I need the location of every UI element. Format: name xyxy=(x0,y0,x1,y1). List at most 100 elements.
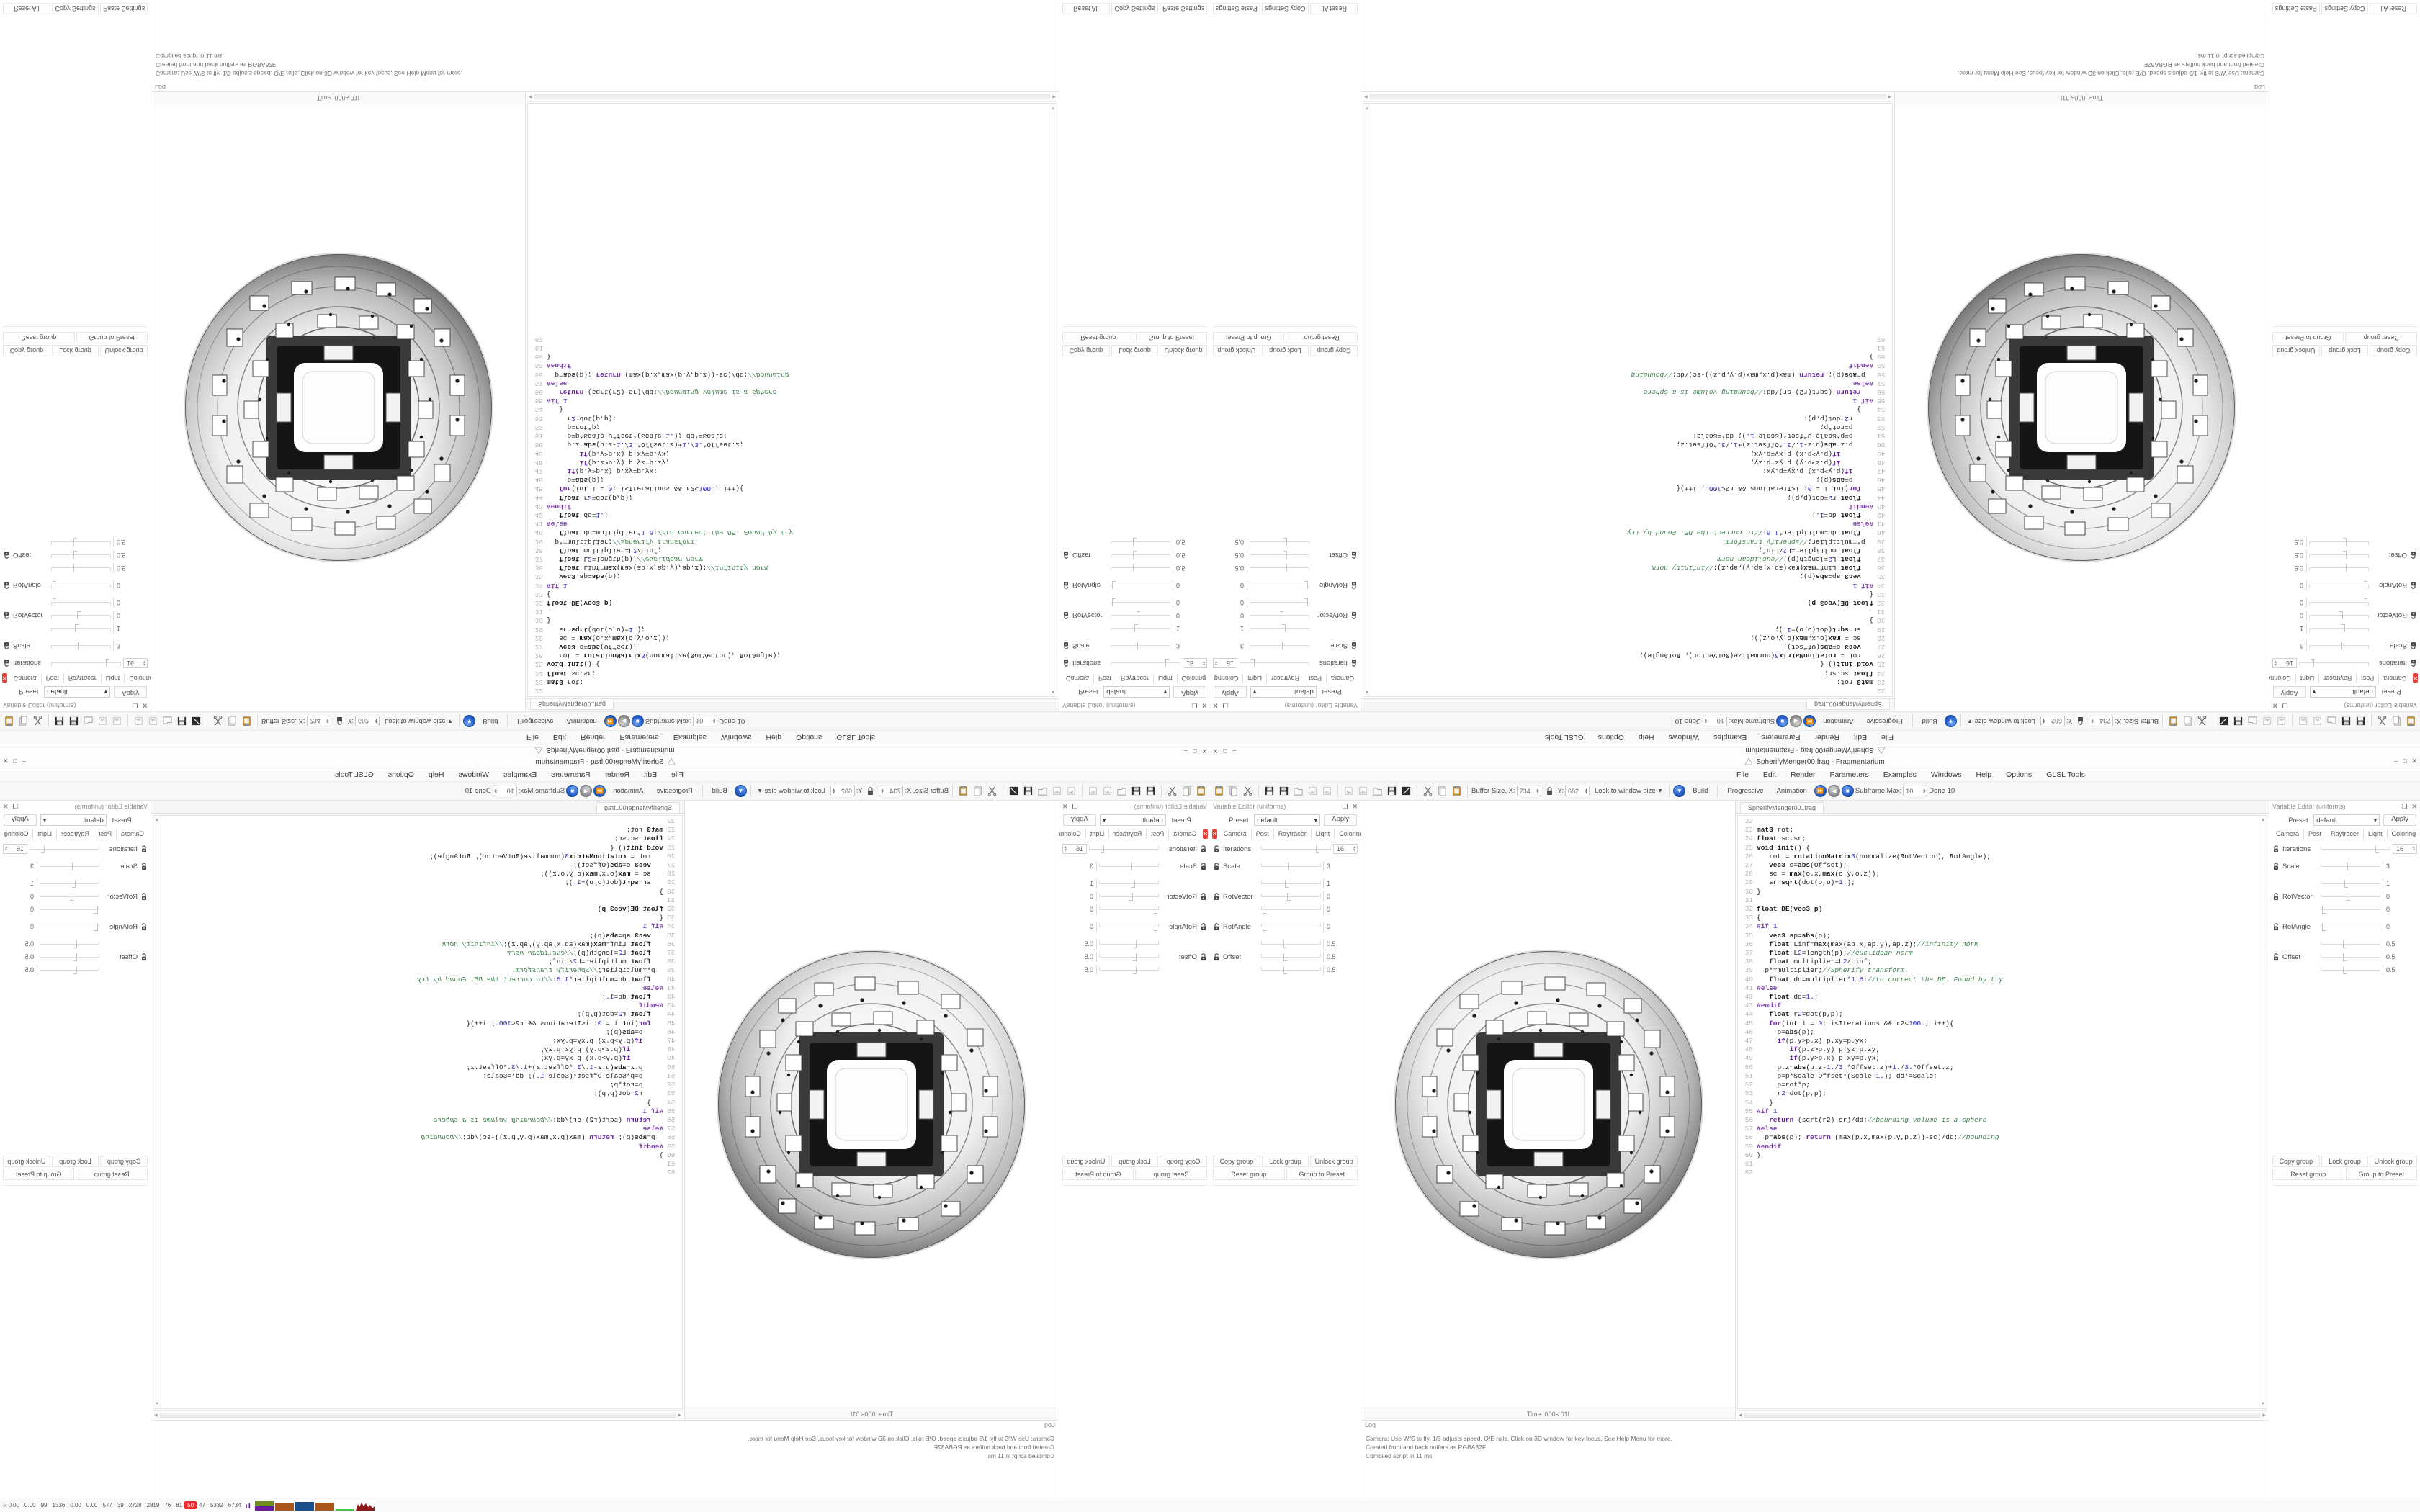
lock-group-button[interactable]: Lock group xyxy=(51,1156,99,1167)
paste-icon[interactable] xyxy=(2166,714,2180,728)
preset-dropdown[interactable]: default ▾ xyxy=(1254,814,1321,826)
code-editor[interactable]: 22 23 mat3 rot; 24 float sc,sr; 25 void init()… xyxy=(527,103,1057,697)
scroll-right-icon[interactable]: ▶ xyxy=(1364,94,1368,99)
tab-raytracer[interactable]: Raytracer xyxy=(1265,673,1304,683)
uniform-value-input[interactable]: 0 xyxy=(1323,891,1358,901)
code-editor[interactable]: 22 23 mat3 rot; 24 float sc,sr; 25 void init()… xyxy=(1737,815,2267,1409)
fast-forward-icon[interactable]: ⏩ xyxy=(1814,785,1827,797)
uniform-value-input[interactable]: 0 xyxy=(1062,891,1097,901)
uniform-slider[interactable] xyxy=(51,659,121,667)
menu-item-file[interactable]: File xyxy=(526,733,539,742)
render-0d-icon[interactable]: 0D xyxy=(1086,784,1100,798)
export-icon[interactable] xyxy=(2217,714,2231,728)
reset-all-button[interactable]: Reset All xyxy=(1310,3,1358,14)
reset-group-button[interactable]: Reset group xyxy=(76,1169,148,1180)
lock-icon[interactable] xyxy=(2272,922,2280,931)
uniform-value-input[interactable]: 0.5 xyxy=(1323,952,1358,962)
lock-aspect-icon[interactable] xyxy=(333,714,346,728)
animation-toggle[interactable]: Animation xyxy=(566,717,597,725)
unlock-group-button[interactable]: Unlock group xyxy=(2,1156,50,1167)
slider-handle[interactable] xyxy=(73,564,74,572)
unlock-group-button[interactable]: Unlock group xyxy=(1310,1156,1358,1167)
lock-icon[interactable] xyxy=(2272,892,2280,901)
undock-icon[interactable]: ❐ xyxy=(2282,702,2288,710)
uniform-slider[interactable] xyxy=(2309,581,2369,590)
build-button[interactable]: Build xyxy=(483,717,498,725)
lock-icon[interactable] xyxy=(1062,660,1070,667)
copy-icon[interactable] xyxy=(1180,784,1193,798)
paste-icon[interactable] xyxy=(2404,714,2418,728)
slider-handle[interactable] xyxy=(44,845,45,853)
close-icon[interactable]: ✕ xyxy=(2272,702,2278,710)
slider-handle[interactable] xyxy=(1134,879,1135,888)
stepper-arrows-icon[interactable]: ▲ ▼ xyxy=(1202,660,1206,667)
uniform-slider[interactable] xyxy=(2309,642,2369,650)
hscroll-thumb[interactable] xyxy=(1369,94,1886,100)
slider-handle[interactable] xyxy=(1315,845,1319,853)
lock-icon[interactable] xyxy=(1199,892,1207,901)
uniform-value-input[interactable]: 1 xyxy=(113,624,148,634)
editor-vertical-scrollbar[interactable]: ▲ ▼ xyxy=(2259,816,2267,1408)
group-to-preset-button[interactable]: Group to Preset xyxy=(2272,332,2344,343)
buffer-y-input[interactable]: 682 ▲ ▼ xyxy=(1565,786,1590,796)
slider-handle[interactable] xyxy=(1165,659,1166,667)
close-icon[interactable]: ✕ xyxy=(3,802,9,810)
uniform-value-input[interactable]: 0 xyxy=(1323,922,1358,932)
copy-icon[interactable] xyxy=(2390,714,2403,728)
render-2d-icon[interactable]: 2D xyxy=(132,714,145,728)
slider-handle[interactable] xyxy=(1283,953,1287,961)
cut-icon[interactable] xyxy=(985,784,999,798)
menu-item-examples[interactable]: Examples xyxy=(1883,770,1917,779)
lock-icon[interactable] xyxy=(140,953,148,961)
uniform-slider[interactable] xyxy=(1261,966,1321,974)
paste-icon[interactable] xyxy=(1212,784,1226,798)
uniform-value-input[interactable]: 0.5 xyxy=(2383,939,2417,949)
cut-icon[interactable] xyxy=(2375,714,2389,728)
slider-handle[interactable] xyxy=(1286,551,1288,559)
uniform-slider[interactable] xyxy=(2309,598,2369,607)
uniform-slider[interactable] xyxy=(1111,611,1170,620)
open-folder-icon[interactable] xyxy=(1115,784,1129,798)
subframe-max-input[interactable]: 10 ▲ ▼ xyxy=(492,786,517,796)
copy-group-button[interactable]: Copy group xyxy=(1310,345,1358,356)
save-all-icon[interactable] xyxy=(2339,714,2353,728)
reset-group-button[interactable]: Reset group xyxy=(2345,332,2417,343)
build-button-icon[interactable]: ▼ xyxy=(1673,785,1686,797)
copy-group-button[interactable]: Copy group xyxy=(3,345,50,356)
copy-group-button[interactable]: Copy group xyxy=(2272,1156,2320,1167)
uniform-value-input[interactable]: 3 xyxy=(2383,861,2417,871)
tab-light[interactable]: Light xyxy=(2295,673,2319,683)
uniform-value-input[interactable]: 0 xyxy=(3,904,37,914)
preset-dropdown[interactable]: default ▾ xyxy=(40,814,107,826)
tab-post[interactable]: Post xyxy=(93,829,116,839)
tab-close-icon[interactable]: ✕ xyxy=(1212,829,1217,839)
lock-icon[interactable] xyxy=(3,642,11,650)
slider-handle[interactable] xyxy=(1283,940,1287,948)
lock-icon[interactable] xyxy=(3,660,11,667)
uniform-value-input[interactable]: 0.5 xyxy=(3,939,37,949)
preset-dropdown[interactable]: default ▾ xyxy=(1103,686,1170,698)
unlock-group-button[interactable]: Unlock group xyxy=(2272,345,2320,356)
uniform-slider[interactable] xyxy=(1099,940,1159,948)
build-button-icon[interactable]: ▼ xyxy=(734,785,747,797)
uniform-value-input[interactable]: 16 ▲ ▼ xyxy=(123,658,148,668)
reset-group-button[interactable]: Reset group xyxy=(1286,332,1358,343)
uniform-slider[interactable] xyxy=(2309,551,2369,559)
apply-button[interactable]: Apply xyxy=(2383,814,2416,826)
slider-handle[interactable] xyxy=(1286,538,1288,546)
lock-icon[interactable] xyxy=(1350,642,1358,650)
minimize-button[interactable]: – xyxy=(22,757,26,765)
slider-handle[interactable] xyxy=(1307,598,1309,607)
render-3d-icon[interactable]: 3D xyxy=(146,714,160,728)
uniform-value-input[interactable]: 0.5 xyxy=(2272,537,2307,547)
lock-icon[interactable] xyxy=(1213,892,1221,901)
preset-dropdown[interactable]: default ▾ xyxy=(2313,814,2380,826)
apply-button[interactable]: Apply xyxy=(1214,686,1247,698)
uniform-slider[interactable] xyxy=(1250,564,1309,572)
unlock-group-button[interactable]: Unlock group xyxy=(100,345,148,356)
tab-coloring[interactable]: Coloring xyxy=(1177,673,1210,683)
progressive-toggle[interactable]: Progressive xyxy=(656,787,693,795)
build-button[interactable]: Build xyxy=(712,787,727,795)
open-folder-icon[interactable] xyxy=(1291,784,1305,798)
maximize-button[interactable]: □ xyxy=(13,757,17,765)
